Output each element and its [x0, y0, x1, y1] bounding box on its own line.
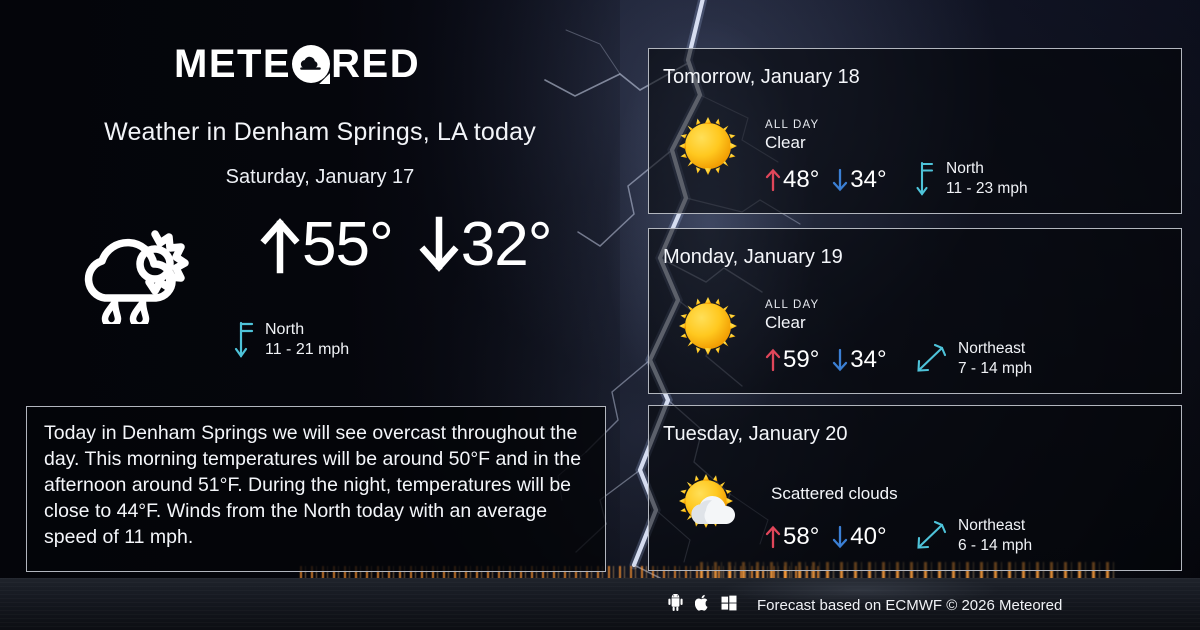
arrow-down-icon — [419, 216, 459, 272]
wind-direction-northeast-icon — [917, 520, 947, 549]
meteored-logo[interactable]: METE RED — [174, 44, 420, 84]
arrow-up-icon — [260, 218, 300, 274]
forecast-card[interactable]: Tomorrow, January 18 — [648, 48, 1182, 214]
sun-icon — [677, 115, 739, 182]
forecast-day-label: Monday, January 19 — [663, 246, 843, 268]
forecast-max-temp: 48° — [765, 166, 819, 194]
forecast-condition-text: Scattered clouds — [771, 484, 898, 503]
forecast-temperature-range: 58° 40° — [765, 523, 887, 551]
arrow-up-icon — [765, 348, 781, 372]
today-wind-speed: 11 - 21 mph — [265, 341, 350, 359]
forecast-max-temp: 59° — [765, 346, 819, 374]
footer: Forecast based on ECMWF © 2026 Meteored — [668, 593, 1063, 616]
logo-text-before: METE — [174, 42, 292, 86]
forecast-condition: ALL DAY Clear — [765, 299, 819, 333]
footer-credit-text: Forecast based on ECMWF © 2026 Meteored — [757, 596, 1063, 614]
wind-direction-north-icon — [234, 322, 254, 359]
forecast-min-temp: 34° — [832, 166, 887, 194]
today-min-temp: 32° — [419, 214, 553, 276]
forecast-wind: North 11 - 23 mph — [914, 159, 1028, 198]
apple-icon[interactable] — [694, 594, 709, 616]
today-description-box: Today in Denham Springs we will see over… — [26, 406, 606, 572]
arrow-down-icon — [833, 525, 848, 549]
wind-direction-north-icon — [916, 161, 934, 196]
forecast-day-label: Tuesday, January 20 — [663, 423, 848, 445]
sun-behind-cloud-icon — [677, 472, 743, 539]
today-max-temp: 55° — [260, 214, 394, 276]
today-wind-direction: North — [265, 321, 305, 338]
forecast-temperature-range: 59° 34° — [765, 346, 887, 374]
today-date: Saturday, January 17 — [225, 166, 415, 188]
forecast-wind: Northeast 7 - 14 mph — [914, 339, 1032, 378]
arrow-up-icon — [765, 168, 781, 192]
forecast-period-label: ALL DAY — [765, 119, 820, 131]
windows-icon[interactable] — [721, 595, 737, 616]
forecast-wind-direction: Northeast — [958, 340, 1026, 357]
water-surface — [0, 578, 1200, 630]
today-temperature-range: 55° 32° — [260, 214, 553, 276]
forecast-wind-speed: 6 - 14 mph — [958, 536, 1033, 554]
forecast-day-label: Tomorrow, January 18 — [663, 66, 860, 88]
forecast-condition-text: Clear — [765, 133, 806, 152]
sun-icon — [677, 295, 739, 362]
forecast-wind-direction: North — [946, 160, 984, 177]
forecast-wind-speed: 11 - 23 mph — [946, 179, 1028, 197]
forecast-min-temp: 34° — [832, 346, 887, 374]
arrow-down-icon — [833, 168, 848, 192]
forecast-wind: Northeast 6 - 14 mph — [914, 516, 1032, 555]
cloud-in-letter-o-icon — [292, 45, 331, 83]
arrow-up-icon — [765, 525, 781, 549]
forecast-card[interactable]: Monday, January 19 — [648, 228, 1182, 394]
forecast-condition: ALL DAY Clear — [765, 119, 819, 153]
forecast-card[interactable]: Tuesday, January 20 — [648, 405, 1182, 571]
forecast-temperature-range: 48° 34° — [765, 166, 887, 194]
today-wind: North 11 - 21 mph — [232, 320, 349, 361]
forecast-wind-speed: 7 - 14 mph — [958, 359, 1033, 377]
logo-text-after: RED — [331, 42, 421, 86]
forecast-condition-text: Clear — [765, 313, 806, 332]
forecast-wind-direction: Northeast — [958, 517, 1026, 534]
arrow-down-icon — [833, 348, 848, 372]
forecast-max-temp: 58° — [765, 523, 819, 551]
android-icon[interactable] — [668, 593, 683, 616]
wind-direction-northeast-icon — [917, 343, 947, 372]
rain-sun-behind-cloud-icon — [75, 220, 193, 329]
forecast-min-temp: 40° — [832, 523, 887, 551]
page-title: Weather in Denham Springs, LA today — [104, 118, 536, 146]
today-conditions: 55° 32° — [60, 214, 620, 329]
forecast-period-label: ALL DAY — [765, 299, 820, 311]
today-description-text: Today in Denham Springs we will see over… — [44, 422, 582, 548]
